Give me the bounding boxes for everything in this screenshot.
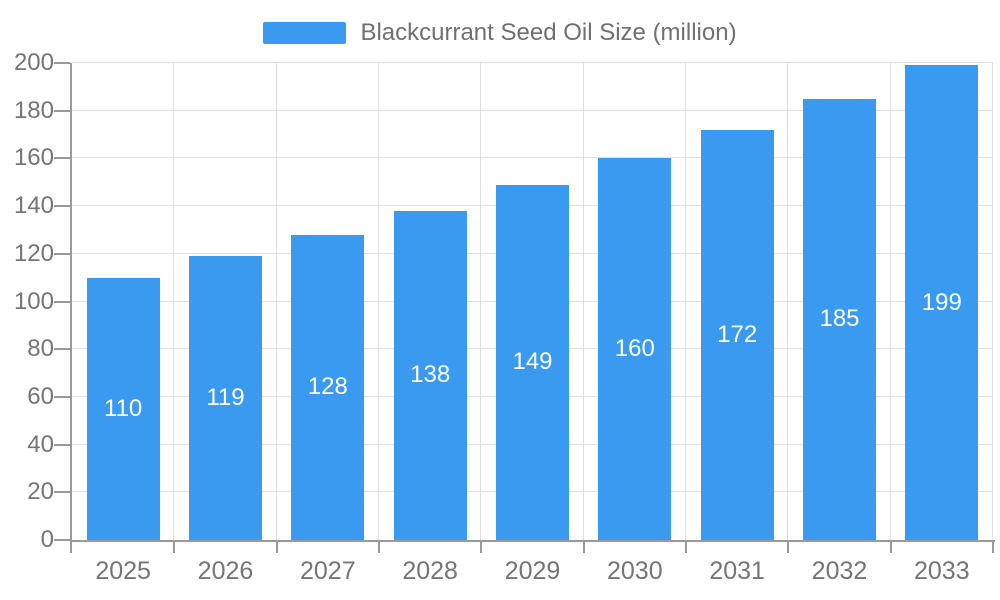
- gridline: [480, 63, 482, 540]
- y-tick: [54, 443, 70, 446]
- x-axis-tick-label: 2026: [197, 557, 254, 585]
- gridline: [889, 63, 891, 540]
- gridline: [582, 63, 584, 540]
- bar-value-label: 199: [921, 288, 962, 316]
- y-axis-tick-label: 180: [13, 96, 54, 124]
- gridline: [72, 157, 993, 159]
- y-tick: [54, 539, 70, 541]
- gridline: [787, 63, 789, 540]
- y-tick: [54, 252, 70, 255]
- bar-value-label: 110: [104, 394, 143, 422]
- y-axis-tick-label: 140: [13, 192, 54, 220]
- y-tick: [54, 348, 70, 351]
- legend-swatch-icon: [263, 22, 347, 44]
- x-tick: [685, 540, 687, 553]
- bar-value-label: 119: [206, 384, 245, 412]
- gridline: [173, 63, 175, 540]
- y-axis-tick-label: 60: [27, 382, 54, 410]
- y-axis-tick-label: 100: [13, 287, 54, 315]
- x-axis-tick-label: 2031: [709, 557, 765, 585]
- legend-label: Blackcurrant Seed Oil Size (million): [360, 19, 737, 46]
- x-axis-tick-label: 2028: [402, 557, 458, 585]
- bar-2026[interactable]: 119: [189, 256, 262, 540]
- gridline: [378, 63, 379, 540]
- x-tick: [480, 540, 483, 553]
- x-tick: [582, 540, 585, 553]
- y-axis-tick-label: 0: [40, 526, 54, 553]
- gridline: [685, 63, 686, 540]
- bar-value-label: 128: [307, 373, 348, 401]
- bar-2032[interactable]: 185: [803, 98, 876, 540]
- x-tick: [70, 540, 72, 553]
- bar-2027[interactable]: 128: [291, 234, 365, 540]
- y-tick: [54, 157, 70, 160]
- x-axis-line: [70, 540, 995, 542]
- gridline: [275, 63, 277, 540]
- bar-value-label: 160: [614, 335, 655, 363]
- y-axis-tick-label: 20: [27, 478, 54, 506]
- x-axis-tick-label: 2029: [504, 557, 561, 585]
- x-tick: [173, 540, 176, 553]
- y-axis-tick-label: 160: [13, 144, 54, 172]
- y-tick: [54, 109, 70, 112]
- y-tick: [54, 300, 70, 303]
- bar-2033[interactable]: 199: [905, 65, 979, 540]
- plot-area: 110 119 128 138 149 160 172 185 199: [54, 62, 995, 553]
- x-tick: [992, 540, 994, 553]
- gridline: [72, 62, 993, 64]
- bar-2028[interactable]: 138: [393, 210, 467, 540]
- y-tick: [54, 205, 70, 208]
- y-axis-tick-label: 200: [13, 49, 54, 76]
- y-axis-tick-label: 80: [27, 335, 54, 363]
- y-axis-tick-label: 120: [13, 239, 54, 267]
- x-axis-tick-label: 2033: [914, 557, 970, 585]
- bar-2030[interactable]: 160: [598, 158, 672, 540]
- bar-value-label: 149: [512, 348, 553, 376]
- x-axis-tick-label: 2032: [811, 557, 868, 585]
- x-tick: [889, 540, 892, 553]
- bar-2025[interactable]: 110: [86, 277, 160, 540]
- x-axis-tick-label: 2027: [300, 557, 356, 585]
- gridline: [992, 63, 993, 540]
- x-tick: [275, 540, 278, 553]
- x-tick: [378, 540, 380, 553]
- x-axis-tick-label: 2030: [607, 557, 663, 585]
- bar-2031[interactable]: 172: [700, 129, 774, 540]
- y-axis-tick-label: 40: [27, 430, 54, 458]
- y-axis-line: [70, 63, 72, 540]
- x-tick: [787, 540, 790, 553]
- bar-value-label: 138: [410, 361, 451, 389]
- bar-value-label: 185: [819, 305, 860, 333]
- bar-value-label: 172: [717, 320, 758, 348]
- legend-item[interactable]: Blackcurrant Seed Oil Size (million): [0, 20, 1000, 46]
- bar-2029[interactable]: 149: [496, 184, 569, 540]
- y-tick: [54, 491, 70, 494]
- x-axis-tick-label: 2025: [95, 557, 151, 585]
- y-tick: [54, 62, 70, 65]
- y-tick: [54, 395, 70, 398]
- gridline: [72, 109, 993, 111]
